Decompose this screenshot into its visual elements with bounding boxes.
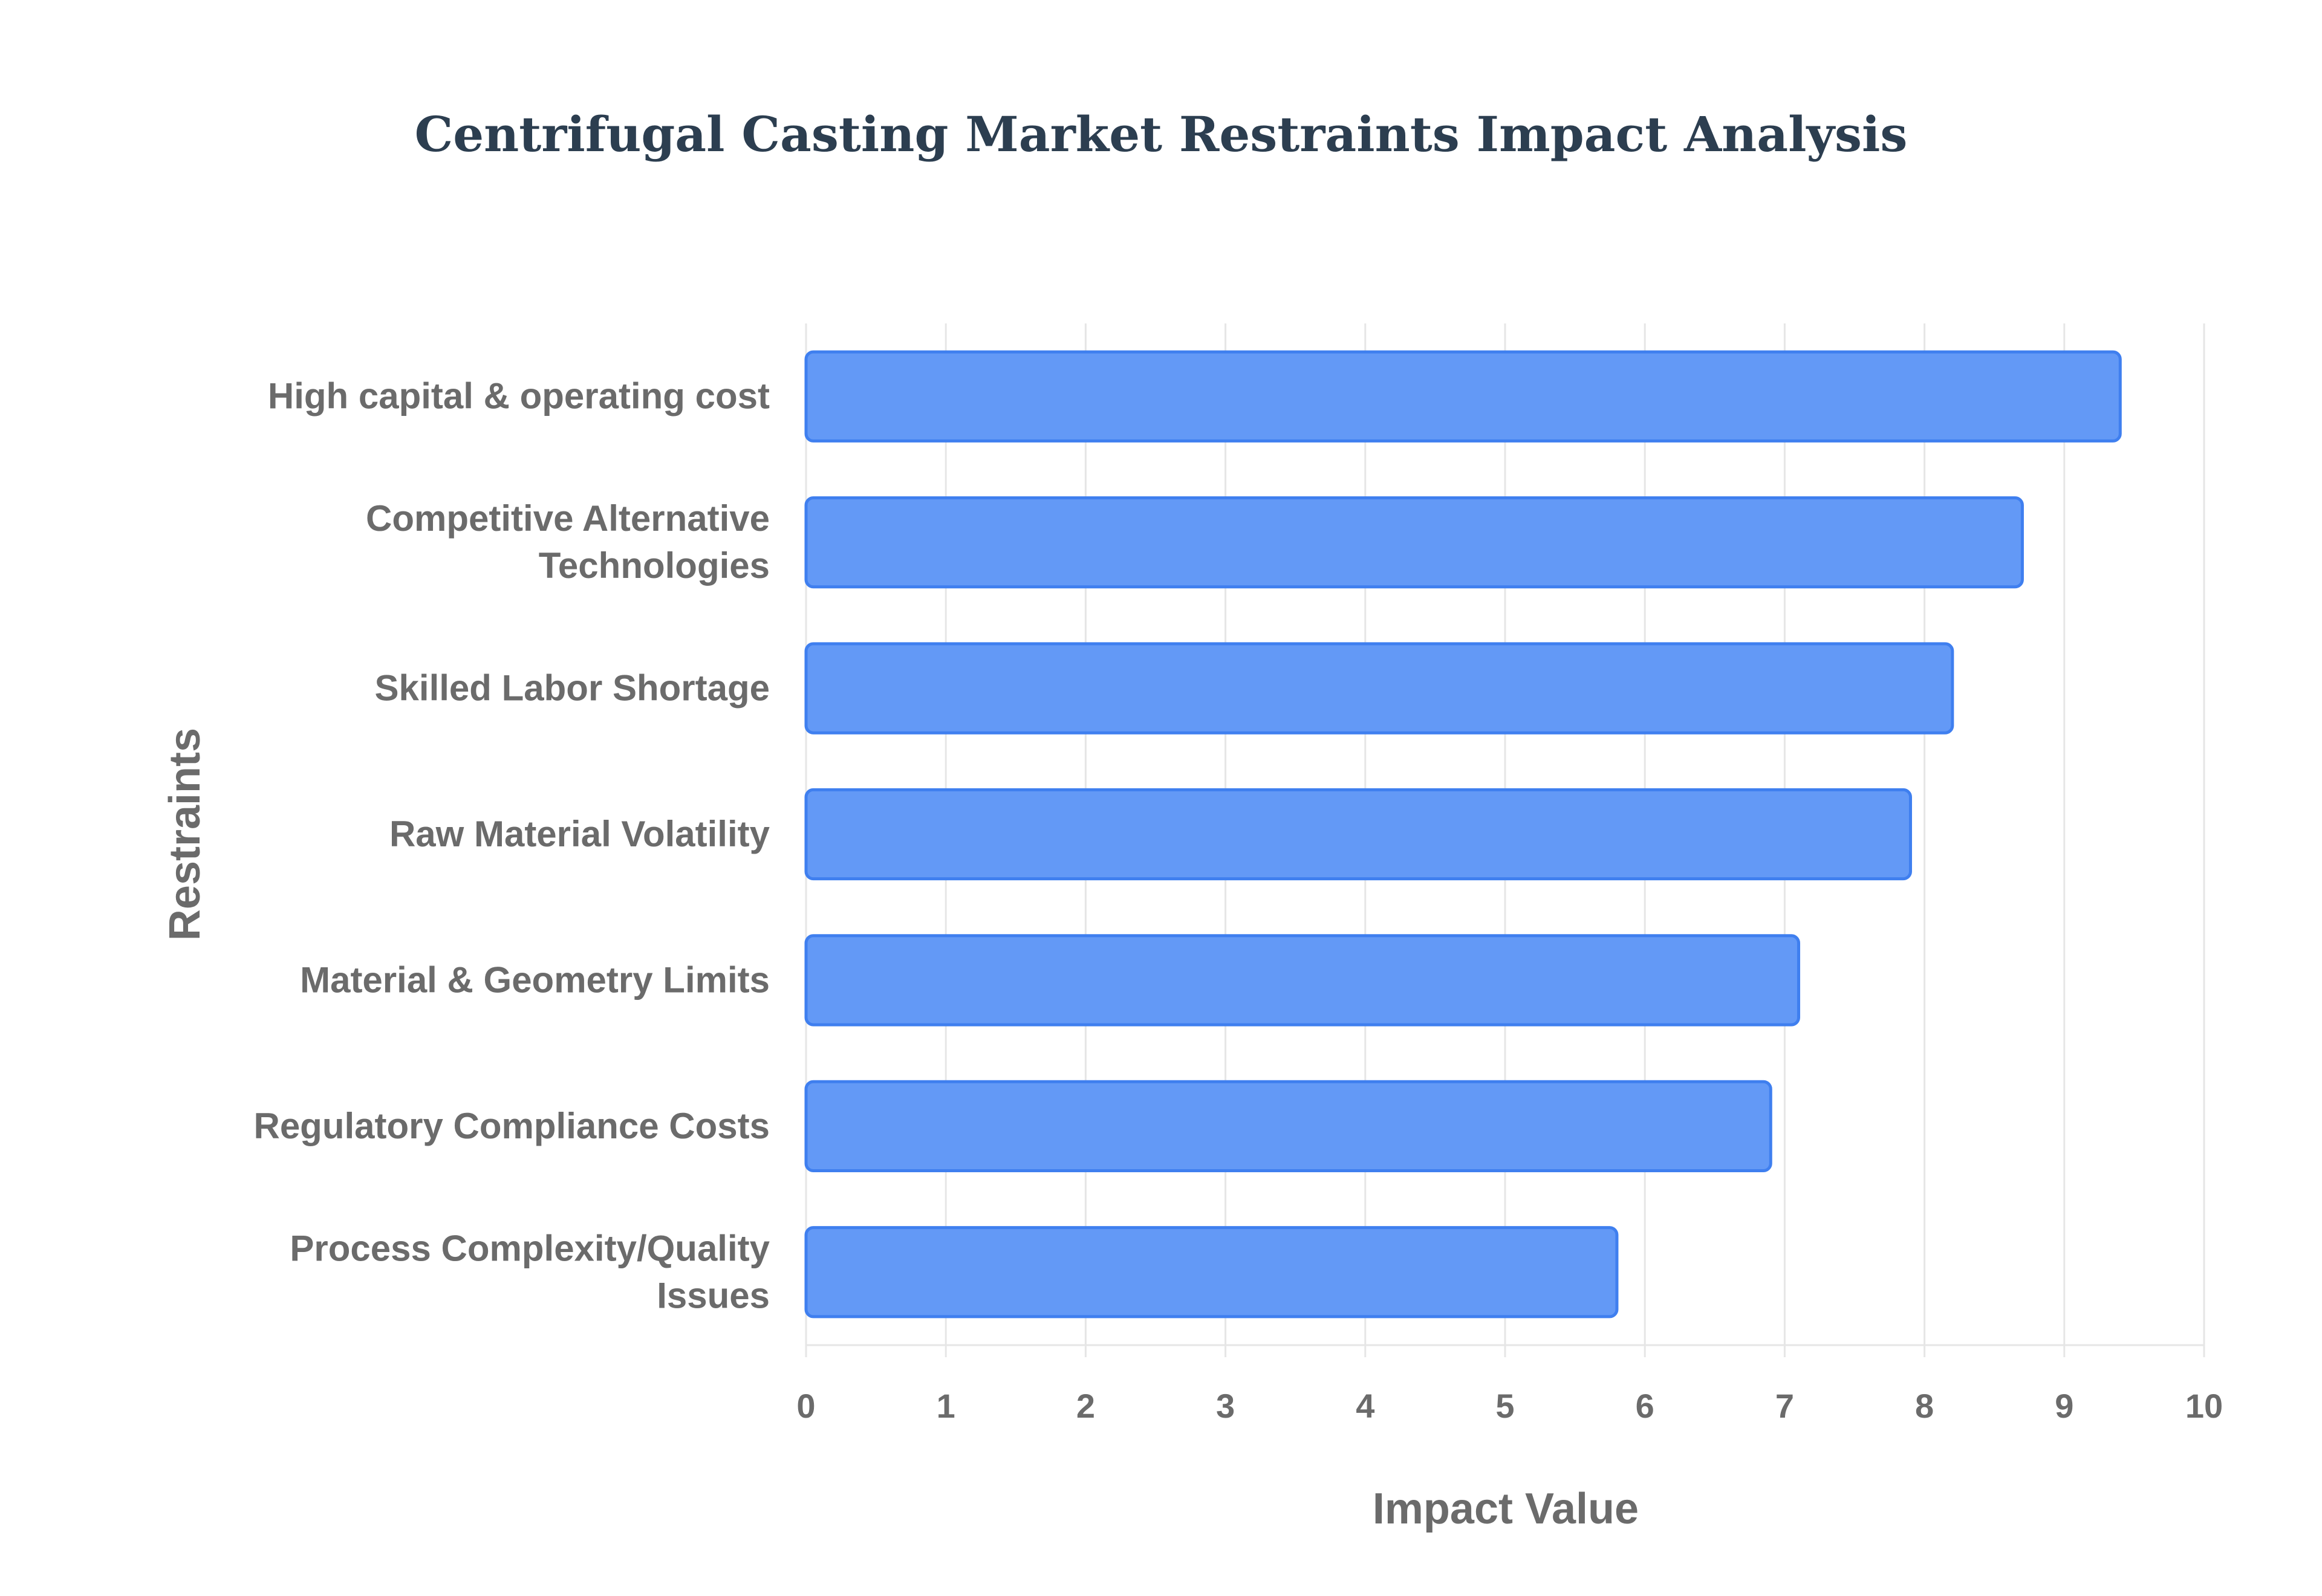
bars [804,350,2122,1319]
category-label: Raw Material Volatility [389,814,770,854]
bar [804,350,2122,443]
bar [804,788,1912,881]
x-tick-label: 1 [937,1387,955,1425]
bar [804,1226,1619,1319]
category-labels: High capital & operating cost Competitive… [253,376,770,1316]
x-tick-label: 4 [1356,1387,1374,1425]
x-tick-label: 5 [1495,1387,1514,1425]
category-label: Material & Geometry Limits [300,959,770,1000]
category-label: Regulatory Compliance Costs [253,1106,770,1146]
x-tick-label: 3 [1216,1387,1235,1425]
x-tick-label: 2 [1076,1387,1095,1425]
bar [804,496,2024,589]
y-axis-title: Restraints [161,728,209,941]
category-label: Competitive Alternative Technologies [366,498,770,586]
x-tick-label: 10 [2185,1387,2223,1425]
x-tick-label: 6 [1636,1387,1654,1425]
bar [804,934,1801,1027]
x-tick-label: 0 [796,1387,815,1425]
bar [804,1080,1772,1172]
x-tick-label: 9 [2055,1387,2073,1425]
chart-title: Centrifugal Casting Market Restraints Im… [414,106,1908,163]
x-tick-labels: 0 1 2 3 4 5 6 7 8 9 10 [796,1387,2223,1425]
category-label: Process Complexity/Quality Issues [290,1228,770,1315]
x-tick-label: 7 [1775,1387,1794,1425]
category-label: High capital & operating cost [268,376,770,417]
x-axis-title: Impact Value [1373,1485,1639,1533]
x-tick-label: 8 [1915,1387,1934,1425]
bar [804,642,1954,735]
category-label: Skilled Labor Shortage [375,668,770,709]
